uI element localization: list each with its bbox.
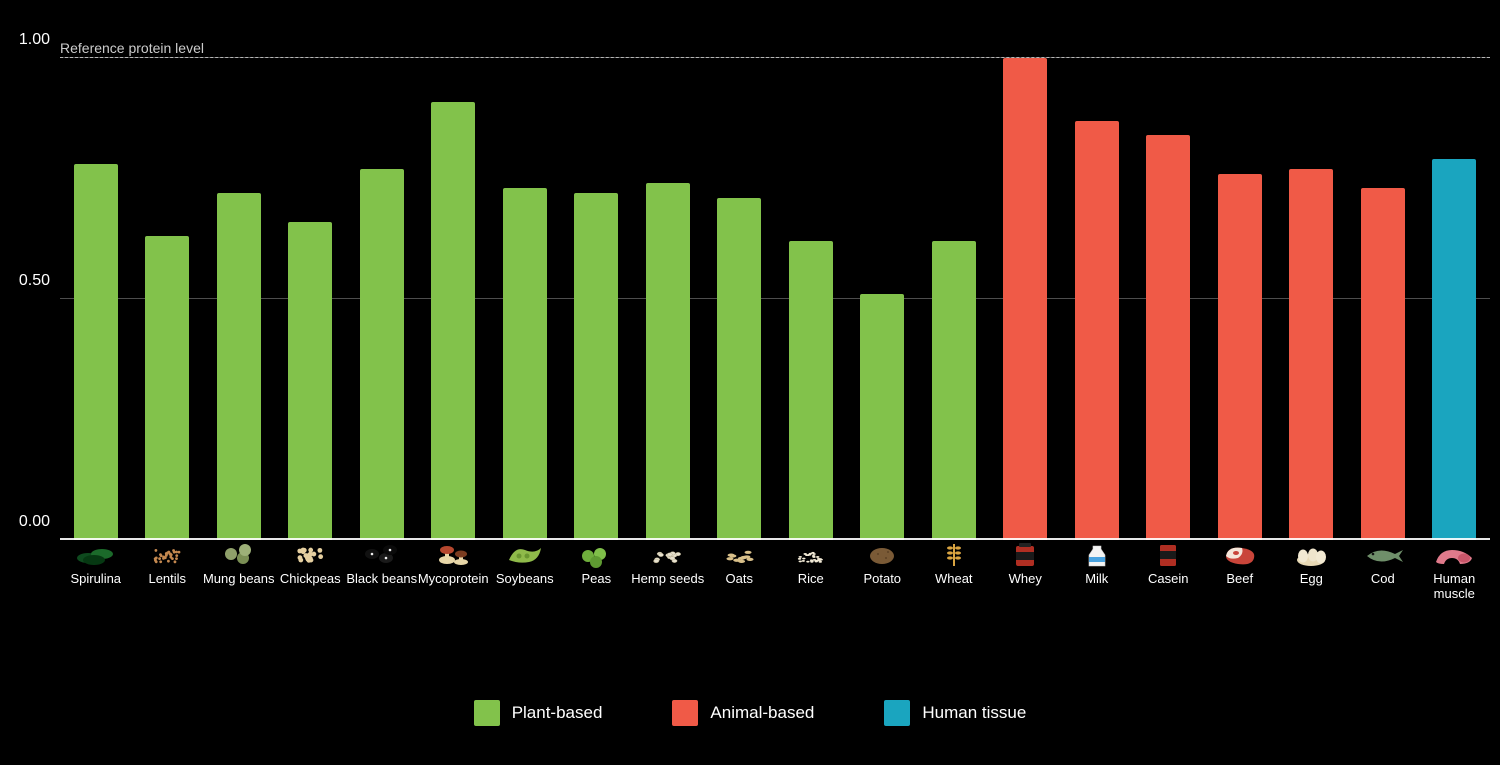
x-axis-labels: SpirulinaLentilsMung beansChickpeasBlack… xyxy=(60,540,1490,602)
bar-chickpeas xyxy=(288,222,332,540)
legend-swatch xyxy=(474,700,500,726)
bar-human-muscle xyxy=(1432,159,1476,540)
legend-item-human: Human tissue xyxy=(884,700,1026,726)
bar-whey xyxy=(1003,58,1047,540)
peas-icon xyxy=(572,540,620,568)
mycoprotein-icon xyxy=(429,540,477,568)
blackbeans-icon xyxy=(358,540,406,568)
y-tick-label: 0.50 xyxy=(19,272,60,290)
bar-wheat xyxy=(932,241,976,540)
casein-icon xyxy=(1144,540,1192,568)
bar-spirulina xyxy=(74,164,118,540)
wheat-icon xyxy=(930,540,978,568)
mungbeans-icon xyxy=(215,540,263,568)
legend-label: Plant-based xyxy=(512,703,603,723)
lentils-icon xyxy=(143,540,191,568)
legend-label: Human tissue xyxy=(922,703,1026,723)
chickpeas-icon xyxy=(286,540,334,568)
bar-hemp-seeds xyxy=(646,183,690,540)
legend: Plant-based Animal-based Human tissue xyxy=(0,700,1500,726)
milk-icon xyxy=(1073,540,1121,568)
egg-icon xyxy=(1287,540,1335,568)
legend-swatch xyxy=(884,700,910,726)
bar-mung-beans xyxy=(217,193,261,540)
cod-icon xyxy=(1359,540,1407,568)
hempseeds-icon xyxy=(644,540,692,568)
bar-mycoprotein xyxy=(431,102,475,540)
potato-icon xyxy=(858,540,906,568)
legend-label: Animal-based xyxy=(710,703,814,723)
bar-black-beans xyxy=(360,169,404,540)
oats-icon xyxy=(715,540,763,568)
spirulina-icon xyxy=(72,540,120,568)
bars-container xyxy=(60,10,1490,540)
rice-icon xyxy=(787,540,835,568)
soybeans-icon xyxy=(501,540,549,568)
bar-rice xyxy=(789,241,833,540)
x-label: Human muscle xyxy=(1411,572,1497,602)
bar-lentils xyxy=(145,236,189,540)
bar-peas xyxy=(574,193,618,540)
legend-swatch xyxy=(672,700,698,726)
bar-egg xyxy=(1289,169,1333,540)
bar-oats xyxy=(717,198,761,540)
protein-bar-chart: 0.000.501.00 Reference protein level xyxy=(60,10,1490,540)
y-tick-label: 1.00 xyxy=(19,31,60,49)
legend-item-animal: Animal-based xyxy=(672,700,814,726)
bar-soybeans xyxy=(503,188,547,540)
muscle-icon xyxy=(1430,540,1478,568)
bar-beef xyxy=(1218,174,1262,540)
legend-item-plant: Plant-based xyxy=(474,700,603,726)
bar-casein xyxy=(1146,135,1190,540)
bar-milk xyxy=(1075,121,1119,540)
beef-icon xyxy=(1216,540,1264,568)
y-tick-label: 0.00 xyxy=(19,513,60,531)
whey-icon xyxy=(1001,540,1049,568)
bar-potato xyxy=(860,294,904,540)
bar-cod xyxy=(1361,188,1405,540)
